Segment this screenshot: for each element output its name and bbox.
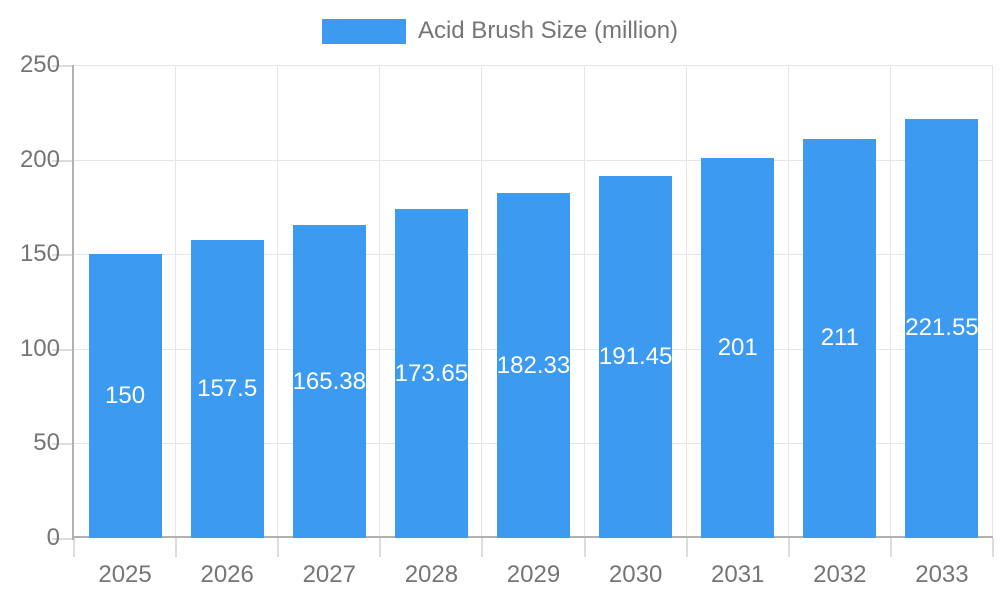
y-axis-label: 0	[46, 524, 60, 551]
y-axis-label: 100	[19, 334, 60, 362]
x-axis-label: 2032	[813, 561, 867, 588]
y-axis-tick	[52, 65, 74, 67]
bar[interactable]	[88, 254, 162, 538]
y-axis-tick	[52, 159, 74, 162]
v-gridline	[889, 65, 891, 538]
bar-value-label: 221.55	[905, 314, 979, 342]
bar[interactable]	[905, 118, 979, 538]
y-axis-line	[72, 65, 74, 540]
legend[interactable]: Acid Brush Size (million)	[0, 17, 1000, 45]
bar-value-label: 191.45	[598, 342, 673, 370]
x-axis-tick	[277, 538, 280, 557]
x-axis-tick	[787, 538, 790, 557]
bar-value-label: 165.38	[292, 367, 366, 395]
v-gridline	[992, 65, 993, 538]
x-axis-label: 2027	[302, 561, 356, 588]
bar[interactable]	[190, 240, 264, 538]
v-gridline	[175, 65, 177, 538]
v-gridline	[379, 65, 381, 538]
y-axis-label: 50	[33, 429, 60, 457]
x-axis-tick	[992, 538, 994, 557]
y-axis-tick	[52, 254, 74, 257]
x-axis-tick	[175, 538, 178, 557]
x-axis-tick	[583, 538, 586, 557]
x-axis-tick	[889, 538, 892, 557]
bar[interactable]	[497, 193, 570, 538]
y-axis-tick	[52, 538, 74, 540]
h-gridline	[74, 65, 993, 66]
v-gridline	[481, 65, 483, 538]
bar[interactable]	[701, 157, 775, 538]
legend-label: Acid Brush Size (million)	[417, 17, 679, 44]
x-axis-label: 2031	[711, 561, 765, 588]
y-axis-label: 200	[19, 145, 60, 173]
h-gridline	[74, 159, 993, 161]
v-gridline	[685, 65, 687, 538]
x-axis-label: 2028	[404, 561, 459, 588]
x-axis-tick	[379, 538, 382, 557]
y-axis-tick	[52, 443, 74, 446]
bar-value-label: 157.5	[197, 375, 258, 402]
y-axis-label: 250	[19, 51, 60, 78]
x-axis-label: 2030	[608, 561, 663, 588]
v-gridline	[787, 65, 789, 538]
x-axis-label: 2025	[98, 561, 152, 588]
v-gridline	[583, 65, 585, 538]
bar[interactable]	[599, 175, 673, 538]
y-axis-label: 150	[19, 240, 60, 268]
x-axis-label: 2026	[200, 561, 254, 588]
bar[interactable]	[292, 225, 366, 538]
x-axis-tick	[73, 538, 75, 557]
x-axis-label: 2029	[506, 561, 561, 588]
y-axis-tick	[52, 348, 74, 351]
bar-value-label: 182.33	[496, 351, 571, 379]
x-axis-tick	[685, 538, 688, 557]
legend-swatch	[321, 18, 406, 44]
bar[interactable]	[803, 138, 877, 538]
bar-value-label: 150	[105, 382, 146, 410]
bar-value-label: 173.65	[394, 359, 469, 387]
x-axis-label: 2033	[915, 561, 969, 588]
x-axis-tick	[481, 538, 484, 557]
v-gridline	[277, 65, 279, 538]
bar-value-label: 211	[820, 324, 859, 352]
bar-value-label: 201	[717, 333, 758, 361]
bar[interactable]	[394, 209, 468, 538]
